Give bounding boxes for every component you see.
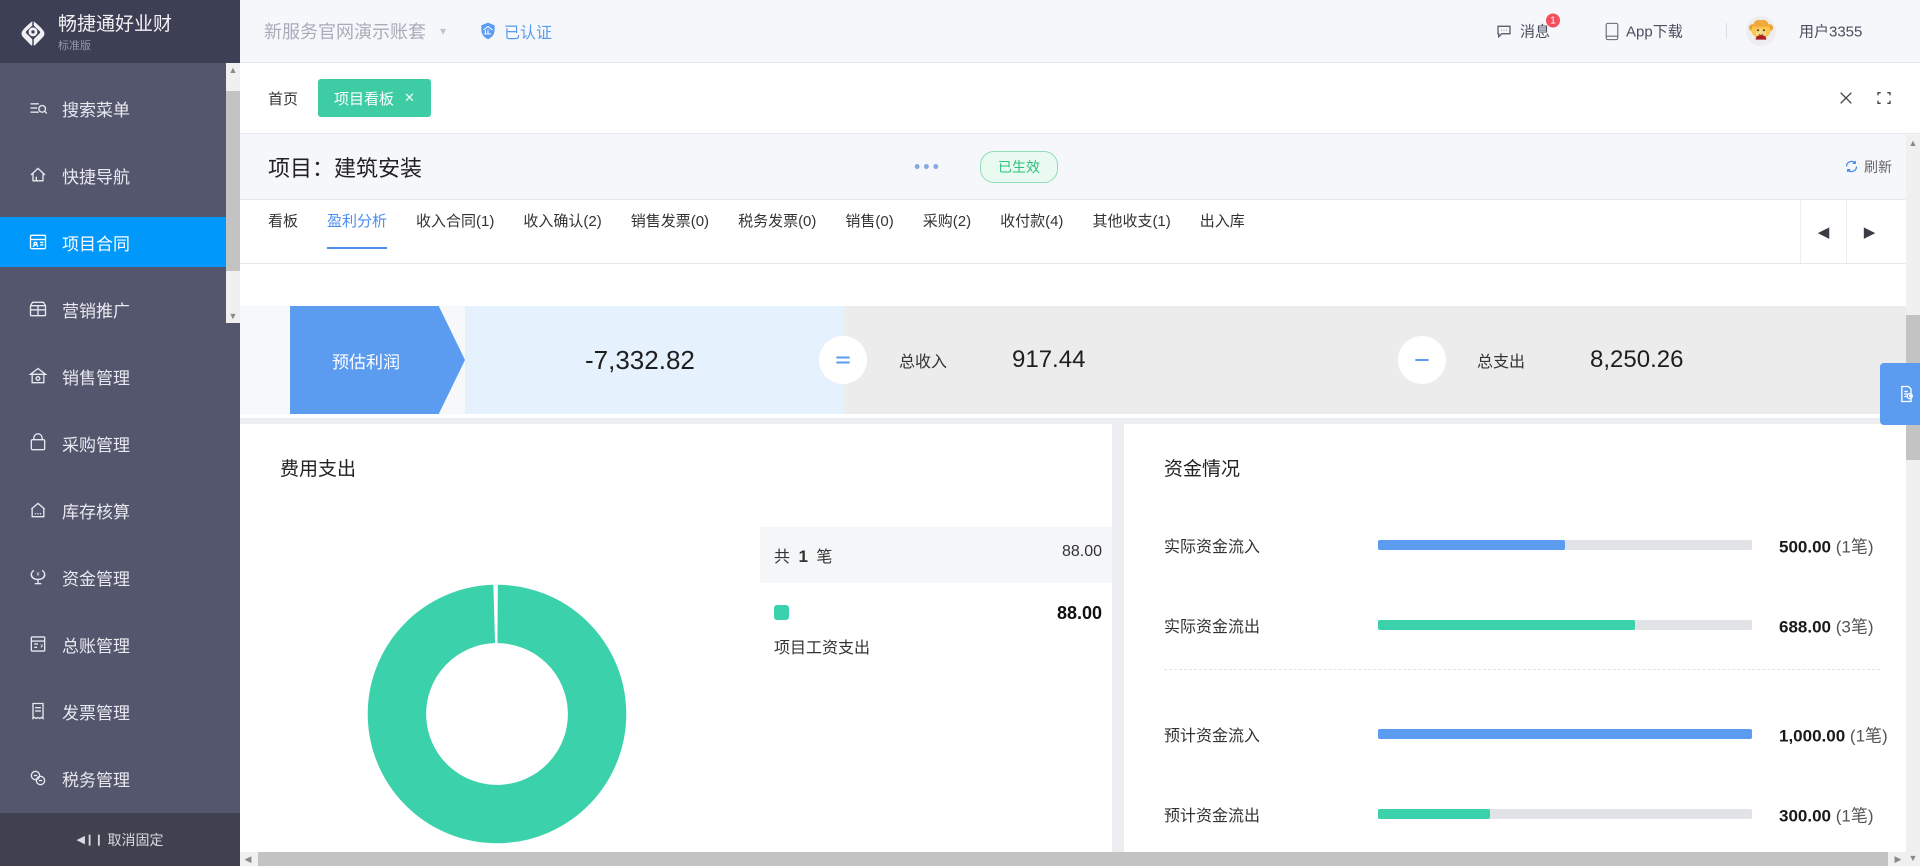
svg-text:¥: ¥ — [37, 572, 40, 578]
svg-text:¥: ¥ — [40, 644, 43, 650]
